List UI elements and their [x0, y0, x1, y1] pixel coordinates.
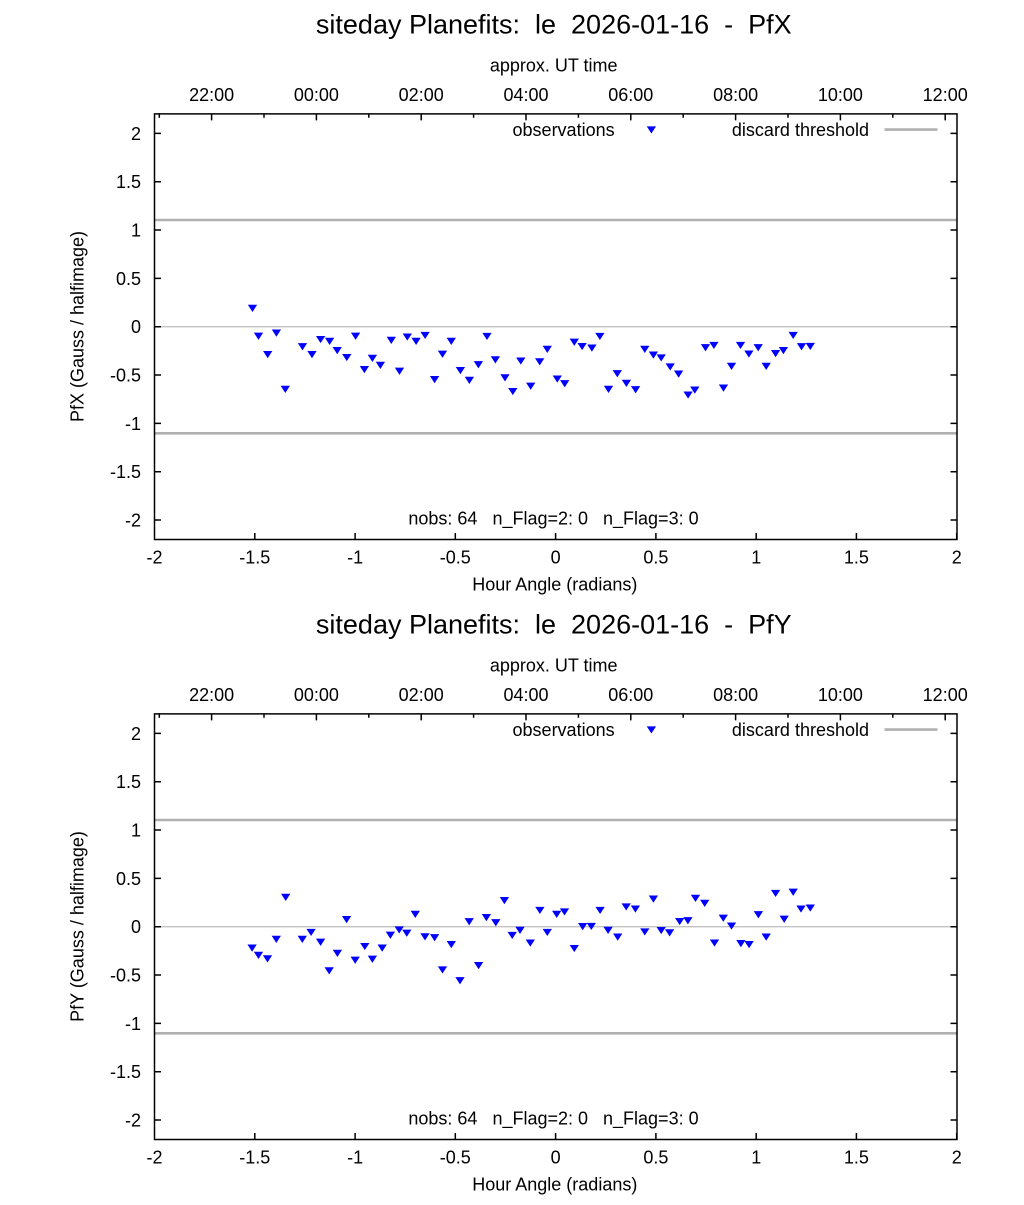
svg-text:PfY (Gauss / halfimage): PfY (Gauss / halfimage): [68, 831, 88, 1022]
svg-text:0: 0: [131, 917, 141, 937]
svg-text:discard threshold: discard threshold: [732, 720, 869, 740]
svg-text:06:00: 06:00: [608, 85, 653, 105]
svg-text:-1: -1: [125, 1014, 141, 1034]
svg-text:-0.5: -0.5: [110, 366, 141, 386]
svg-text:0: 0: [131, 317, 141, 337]
svg-text:discard threshold: discard threshold: [732, 120, 869, 140]
svg-text:00:00: 00:00: [294, 685, 339, 705]
svg-text:02:00: 02:00: [399, 685, 444, 705]
svg-text:-1: -1: [347, 1148, 363, 1168]
svg-text:siteday Planefits: le 2026-0: siteday Planefits: le 2026-01-16 - PfX: [316, 10, 792, 40]
svg-text:-1.5: -1.5: [110, 462, 141, 482]
svg-text:2: 2: [952, 548, 962, 568]
svg-text:0: 0: [551, 1148, 561, 1168]
svg-text:-1: -1: [125, 414, 141, 434]
svg-text:Hour Angle (radians): Hour Angle (radians): [472, 1174, 637, 1194]
svg-text:22:00: 22:00: [189, 685, 234, 705]
svg-text:-2: -2: [146, 1148, 162, 1168]
svg-text:-2: -2: [125, 1111, 141, 1131]
svg-text:1.5: 1.5: [116, 172, 141, 192]
svg-text:2: 2: [131, 124, 141, 144]
svg-text:observations: observations: [513, 120, 615, 140]
svg-text:10:00: 10:00: [818, 685, 863, 705]
svg-text:-1.5: -1.5: [239, 1148, 270, 1168]
svg-text:-0.5: -0.5: [110, 966, 141, 986]
svg-text:1.5: 1.5: [844, 1148, 869, 1168]
svg-text:-2: -2: [125, 511, 141, 531]
svg-text:0.5: 0.5: [643, 1148, 668, 1168]
svg-text:00:00: 00:00: [294, 85, 339, 105]
svg-text:1.5: 1.5: [844, 548, 869, 568]
svg-text:1.5: 1.5: [116, 772, 141, 792]
svg-text:0.5: 0.5: [116, 269, 141, 289]
svg-text:1: 1: [131, 221, 141, 241]
svg-text:1: 1: [131, 821, 141, 841]
svg-text:10:00: 10:00: [818, 85, 863, 105]
svg-text:-1.5: -1.5: [239, 548, 270, 568]
svg-text:siteday Planefits: le 2026-0: siteday Planefits: le 2026-01-16 - PfY: [316, 610, 792, 640]
svg-text:0: 0: [551, 548, 561, 568]
svg-text:2: 2: [952, 1148, 962, 1168]
svg-text:04:00: 04:00: [503, 85, 548, 105]
svg-text:2: 2: [131, 724, 141, 744]
svg-text:0.5: 0.5: [643, 548, 668, 568]
svg-text:-1: -1: [347, 548, 363, 568]
svg-text:06:00: 06:00: [608, 685, 653, 705]
svg-text:0.5: 0.5: [116, 869, 141, 889]
svg-text:12:00: 12:00: [923, 85, 968, 105]
svg-text:04:00: 04:00: [503, 685, 548, 705]
svg-text:1: 1: [751, 548, 761, 568]
svg-text:08:00: 08:00: [713, 85, 758, 105]
svg-text:nobs: 64 n_Flag=2: 0 n_Fla: nobs: 64 n_Flag=2: 0 n_Flag=3: 0: [408, 1109, 698, 1130]
svg-text:nobs: 64 n_Flag=2: 0 n_Fla: nobs: 64 n_Flag=2: 0 n_Flag=3: 0: [408, 509, 698, 530]
svg-text:approx. UT time: approx. UT time: [490, 55, 618, 75]
svg-text:PfX (Gauss / halfimage): PfX (Gauss / halfimage): [68, 231, 88, 422]
svg-text:-0.5: -0.5: [440, 1148, 471, 1168]
svg-text:02:00: 02:00: [399, 85, 444, 105]
svg-text:approx. UT time: approx. UT time: [490, 655, 618, 675]
svg-text:12:00: 12:00: [923, 685, 968, 705]
svg-text:observations: observations: [513, 720, 615, 740]
svg-text:-1.5: -1.5: [110, 1062, 141, 1082]
svg-text:22:00: 22:00: [189, 85, 234, 105]
svg-text:08:00: 08:00: [713, 685, 758, 705]
svg-text:-2: -2: [146, 548, 162, 568]
svg-text:1: 1: [751, 1148, 761, 1168]
svg-text:Hour Angle (radians): Hour Angle (radians): [472, 574, 637, 594]
svg-text:-0.5: -0.5: [440, 548, 471, 568]
